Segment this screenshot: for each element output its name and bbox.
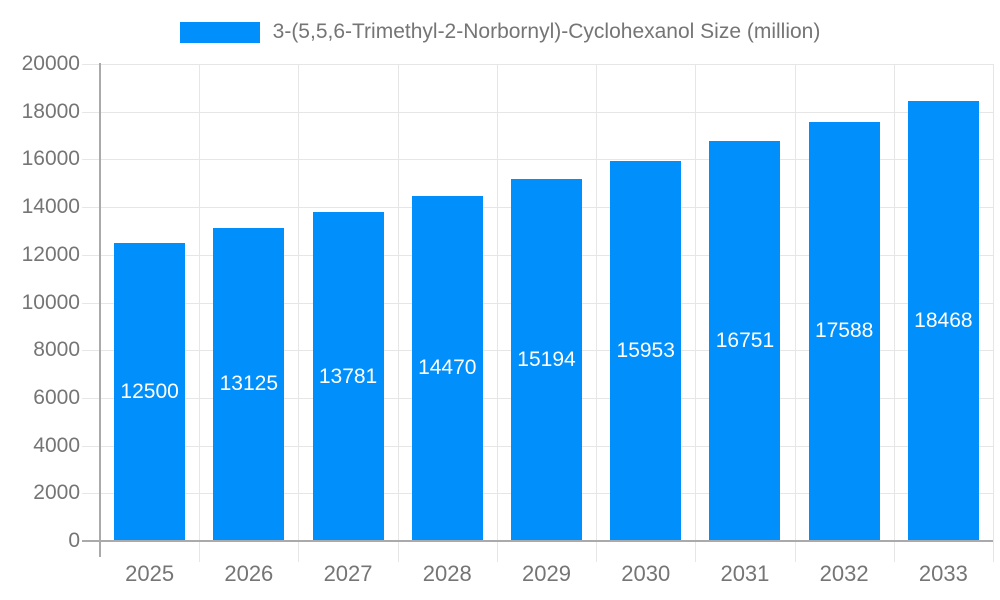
y-axis-tick [82,302,100,304]
x-gridline [298,64,300,541]
x-gridline [596,64,598,541]
y-axis-tick [82,254,100,256]
y-axis-label: 6000 [33,385,80,409]
y-axis-label: 16000 [21,147,80,171]
bar-2030[interactable] [610,160,682,541]
x-gridline [199,64,201,541]
bar-2033[interactable] [907,100,979,541]
bar-value-label: 12500 [120,379,179,403]
x-axis-label: 2033 [918,561,968,586]
x-axis-label: 2029 [522,561,571,586]
bar-2026[interactable] [213,227,285,541]
y-axis-label: 14000 [21,195,80,219]
bar-2032[interactable] [808,121,880,541]
x-gridline [993,64,994,541]
x-gridline [496,64,498,541]
x-axis-label: 2025 [125,561,175,586]
x-gridline [397,64,399,541]
y-gridline [100,159,993,161]
x-axis-tick [893,541,895,562]
x-axis-label: 2026 [224,561,274,586]
y-axis-tick [82,207,100,209]
bar-value-label: 17588 [814,319,874,343]
y-axis-label: 12000 [21,242,80,266]
x-axis-label: 2031 [720,561,770,586]
legend-swatch [179,21,260,43]
x-axis-label: 2028 [422,561,472,586]
bar-2027[interactable] [312,212,384,541]
bar-value-label: 15194 [517,347,576,371]
x-axis-tick [397,541,399,562]
x-axis-tick [496,541,498,562]
x-gridline [893,64,895,541]
bar-value-label: 13781 [318,364,378,388]
y-axis-label: 0 [68,529,80,552]
y-gridline [100,111,993,113]
bar-value-label: 15953 [616,338,675,362]
x-axis-tick [794,541,796,562]
y-axis-tick [82,493,100,495]
bar-2029[interactable] [511,178,582,541]
bar-value-label: 13125 [219,372,279,396]
y-axis-tick [82,159,100,161]
bar-value-label: 18468 [914,308,973,332]
y-axis-label: 18000 [21,99,80,123]
x-axis-tick [596,541,598,562]
bar-value-label: 14470 [418,356,477,380]
x-axis-label: 2027 [323,561,373,586]
y-axis-label: 4000 [33,433,80,457]
chart-legend: 3-(5,5,6-Trimethyl-2-Norbornyl)-Cyclohex… [0,20,1000,44]
y-axis-label: 2000 [33,481,80,505]
y-gridline [100,64,993,65]
y-axis-label: 10000 [21,290,80,314]
bar-value-label: 16751 [715,329,775,353]
x-gridline [695,64,697,541]
bar-2025[interactable] [114,242,186,541]
y-axis-tick [82,445,100,447]
bar-2028[interactable] [411,195,483,541]
x-axis-tick [199,541,201,562]
y-axis-tick [82,111,100,113]
x-axis-label: 2030 [621,561,671,586]
legend-series-label: 3-(5,5,6-Trimethyl-2-Norbornyl)-Cyclohex… [272,20,821,43]
x-axis-tick [993,541,994,562]
y-axis-tick [82,350,100,352]
x-axis-line [82,540,993,542]
y-axis-tick [82,397,100,399]
x-axis-label: 2032 [819,561,869,586]
x-gridline [794,64,796,541]
x-axis-tick [298,541,300,562]
x-axis-tick [695,541,697,562]
y-axis-label: 20000 [21,52,80,75]
y-axis-tick [82,64,100,65]
y-axis-line [99,63,101,557]
y-axis-label: 8000 [33,338,80,362]
bar-2031[interactable] [709,141,781,541]
